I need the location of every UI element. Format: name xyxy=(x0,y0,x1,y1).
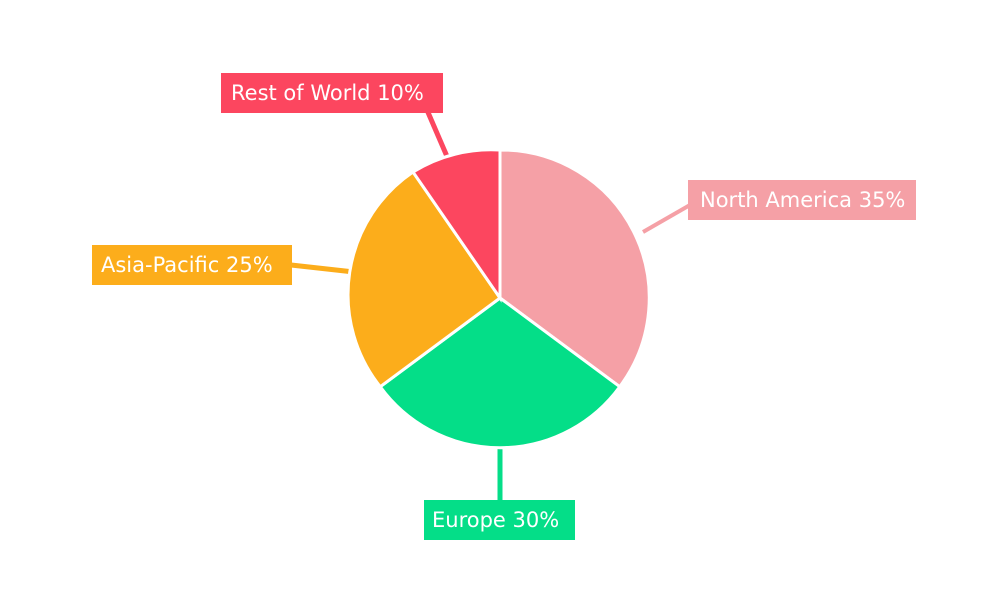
pie-slice-asia-pacific[interactable] xyxy=(346,169,503,389)
slice-label-text-asia-pacific: Asia-Pacific 25% xyxy=(101,253,273,277)
leader-line-asia-pacific xyxy=(290,262,355,275)
slice-label-text-europe: Europe 30% xyxy=(432,508,559,532)
slice-label-asia-pacific[interactable]: Asia-Pacific 25% xyxy=(92,245,292,285)
pie-slices xyxy=(346,148,651,450)
pie-slice-europe[interactable] xyxy=(378,296,622,450)
pie-slice-north-america[interactable] xyxy=(498,148,651,389)
pie-slice-rest-of-world[interactable] xyxy=(410,148,502,303)
slice-label-box-north-america xyxy=(688,180,916,220)
leader-line-north-america xyxy=(642,203,691,234)
slice-label-box-europe xyxy=(424,500,575,540)
slice-label-box-rest-of-world xyxy=(221,73,443,113)
slice-label-text-rest-of-world: Rest of World 10% xyxy=(231,81,424,105)
slice-label-text-north-america: North America 35% xyxy=(700,188,905,212)
slice-label-north-america[interactable]: North America 35% xyxy=(688,180,916,220)
slice-label-europe[interactable]: Europe 30% xyxy=(424,500,575,540)
slice-label-box-asia-pacific xyxy=(92,245,292,285)
slice-label-rest-of-world[interactable]: Rest of World 10% xyxy=(221,73,443,113)
